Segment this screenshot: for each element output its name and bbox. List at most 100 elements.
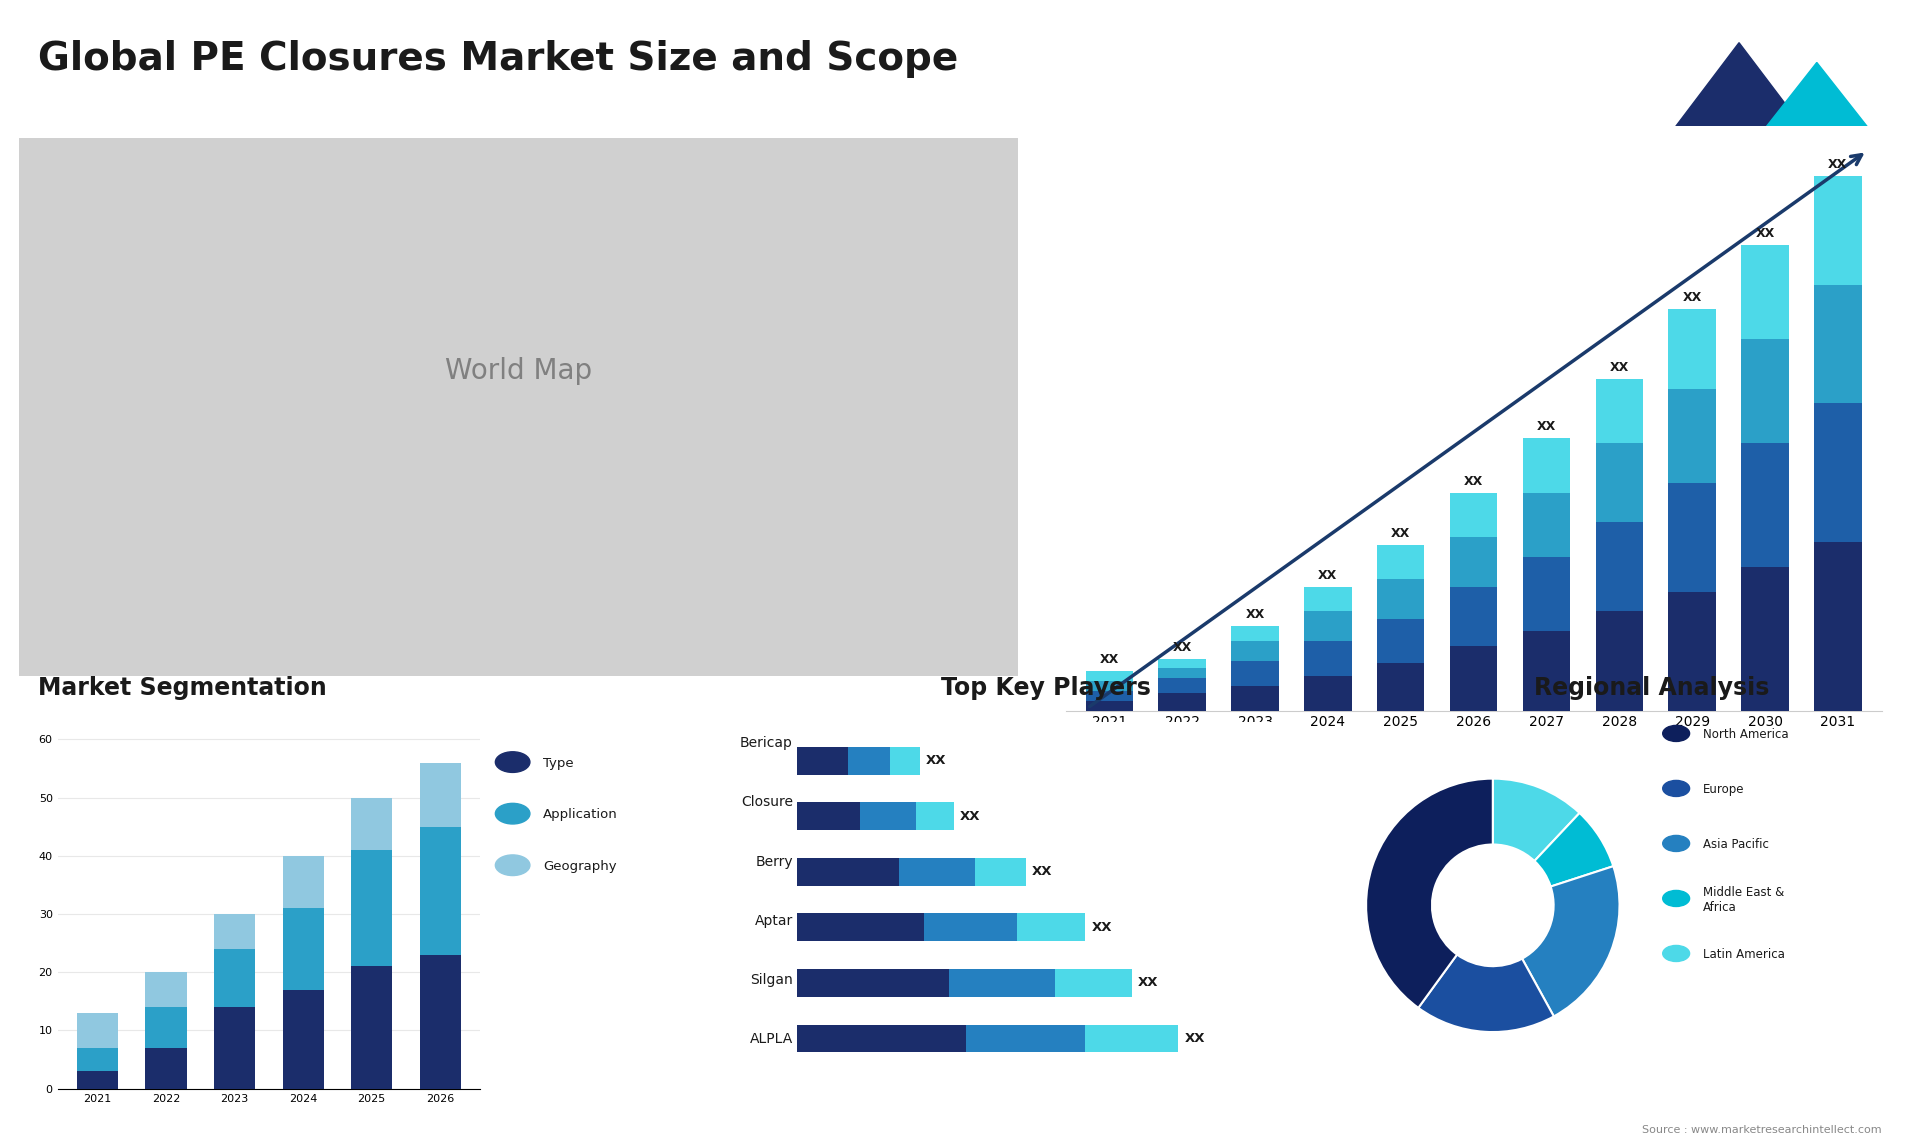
- Text: XX: XX: [1392, 527, 1411, 540]
- Text: Top Key Players: Top Key Players: [941, 676, 1152, 700]
- Bar: [213, 915, 255, 949]
- Bar: [1741, 245, 1789, 339]
- Text: XX: XX: [1463, 474, 1484, 488]
- Bar: [1668, 309, 1716, 388]
- Text: Application: Application: [543, 808, 618, 822]
- Bar: [797, 747, 847, 775]
- Text: Latin America: Latin America: [1703, 948, 1786, 961]
- Text: XX: XX: [1536, 421, 1555, 433]
- Bar: [1814, 403, 1862, 542]
- Bar: [1741, 444, 1789, 567]
- Bar: [1450, 493, 1498, 537]
- Bar: [1814, 542, 1862, 711]
- Bar: [1085, 691, 1133, 700]
- Bar: [1596, 444, 1644, 523]
- Bar: [1668, 482, 1716, 591]
- Bar: [1377, 664, 1425, 711]
- Text: Regional Analysis: Regional Analysis: [1534, 676, 1768, 700]
- Bar: [1596, 378, 1644, 444]
- Bar: [1450, 646, 1498, 711]
- Text: Closure: Closure: [741, 795, 793, 809]
- Text: XX: XX: [1319, 568, 1338, 582]
- Text: XX: XX: [960, 810, 981, 823]
- Text: North America: North America: [1703, 728, 1789, 741]
- Bar: [282, 990, 324, 1089]
- Polygon shape: [1674, 42, 1803, 128]
- Bar: [1304, 676, 1352, 711]
- Bar: [1668, 591, 1716, 711]
- Text: XX: XX: [1828, 158, 1847, 171]
- Bar: [146, 972, 186, 1007]
- Bar: [420, 826, 461, 955]
- Text: Market Segmentation: Market Segmentation: [38, 676, 326, 700]
- Text: Europe: Europe: [1703, 783, 1745, 796]
- Bar: [351, 798, 392, 850]
- Bar: [797, 858, 899, 886]
- Bar: [1085, 700, 1133, 711]
- Text: XX: XX: [1609, 361, 1628, 374]
- Bar: [1158, 659, 1206, 668]
- Bar: [420, 763, 461, 826]
- Bar: [282, 909, 324, 990]
- Bar: [1814, 175, 1862, 284]
- Text: XX: XX: [1246, 609, 1265, 621]
- Bar: [891, 747, 920, 775]
- Text: XX: XX: [1033, 865, 1052, 878]
- Text: MARKET
RESEARCH
INTELLECT: MARKET RESEARCH INTELLECT: [1730, 135, 1774, 165]
- Text: XX: XX: [1139, 976, 1158, 989]
- Bar: [1523, 631, 1571, 711]
- Bar: [860, 802, 916, 830]
- Bar: [797, 970, 948, 997]
- Text: Berry: Berry: [755, 855, 793, 869]
- Bar: [1304, 641, 1352, 676]
- Bar: [1596, 523, 1644, 612]
- Bar: [948, 970, 1056, 997]
- Bar: [899, 858, 975, 886]
- Text: Type: Type: [543, 756, 574, 770]
- Bar: [1085, 1025, 1179, 1052]
- Bar: [1377, 579, 1425, 619]
- Bar: [1377, 544, 1425, 579]
- Bar: [916, 802, 954, 830]
- Text: XX: XX: [925, 754, 947, 768]
- Text: Bericap: Bericap: [739, 736, 793, 751]
- Text: XX: XX: [1091, 921, 1112, 934]
- Bar: [77, 1013, 117, 1047]
- Bar: [1085, 681, 1133, 691]
- Bar: [1158, 693, 1206, 711]
- Text: ALPLA: ALPLA: [749, 1033, 793, 1046]
- Text: Asia Pacific: Asia Pacific: [1703, 838, 1768, 851]
- Wedge shape: [1534, 813, 1613, 887]
- Bar: [213, 1007, 255, 1089]
- Bar: [1377, 619, 1425, 664]
- Bar: [966, 1025, 1085, 1052]
- Bar: [1018, 913, 1085, 941]
- Text: XX: XX: [1185, 1031, 1206, 1045]
- Bar: [1596, 612, 1644, 711]
- Bar: [1231, 641, 1279, 661]
- Bar: [1814, 284, 1862, 403]
- Bar: [1085, 670, 1133, 681]
- Bar: [1231, 685, 1279, 711]
- Text: XX: XX: [1682, 291, 1701, 305]
- Wedge shape: [1523, 866, 1619, 1017]
- Bar: [213, 949, 255, 1007]
- Wedge shape: [1367, 778, 1494, 1007]
- Bar: [797, 802, 860, 830]
- Text: Middle East &
Africa: Middle East & Africa: [1703, 886, 1784, 913]
- Text: Geography: Geography: [543, 860, 616, 873]
- Text: Source : www.marketresearchintellect.com: Source : www.marketresearchintellect.com: [1642, 1124, 1882, 1135]
- Bar: [1450, 537, 1498, 587]
- Bar: [1523, 557, 1571, 631]
- Wedge shape: [1419, 955, 1553, 1033]
- Bar: [1304, 587, 1352, 612]
- Bar: [797, 913, 924, 941]
- Bar: [1450, 587, 1498, 646]
- Bar: [1158, 668, 1206, 678]
- Bar: [975, 858, 1025, 886]
- Text: XX: XX: [1755, 227, 1774, 240]
- Bar: [146, 1047, 186, 1089]
- Text: Aptar: Aptar: [755, 913, 793, 928]
- Bar: [924, 913, 1018, 941]
- Text: World Map: World Map: [445, 356, 591, 385]
